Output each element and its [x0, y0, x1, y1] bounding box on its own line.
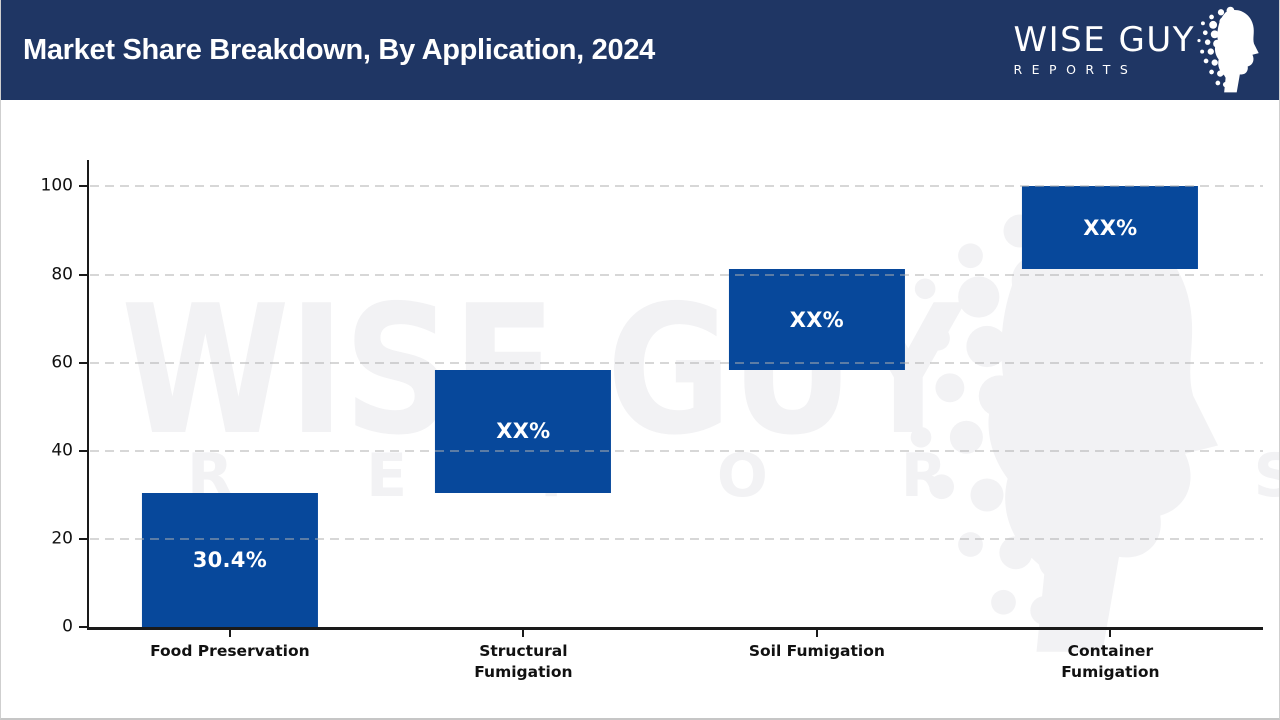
logo-tagline: REPORTS — [1013, 62, 1138, 77]
page-title: Market Share Breakdown, By Application, … — [23, 33, 655, 66]
y-tick-label: 0 — [62, 616, 73, 637]
bar-value-label: XX% — [1083, 215, 1138, 240]
y-tick — [79, 626, 87, 628]
bar-container-fumigation: XX% — [1022, 186, 1199, 270]
logo-wordmark: WISE GUY — [1013, 20, 1195, 60]
chart-canvas: WISE GUY R E P O R T S 0 20 40 60 80 100 30.4%… — [1, 100, 1279, 718]
gridline-80 — [90, 273, 1263, 276]
gridline-100 — [90, 185, 1263, 188]
y-axis-line — [87, 160, 89, 629]
y-tick-label: 100 — [40, 175, 73, 196]
category-label: Food Preservation — [150, 642, 310, 660]
category-label: Soil Fumigation — [748, 642, 885, 660]
bar-soil-fumigation: XX% — [728, 269, 905, 370]
bar-food-preservation: 30.4% — [141, 493, 318, 627]
bar-value-label: XX% — [789, 307, 845, 332]
x-tick — [1109, 629, 1112, 637]
y-tick-label: 40 — [51, 440, 73, 461]
dotted-head-icon — [1181, 6, 1261, 94]
y-tick — [79, 537, 87, 540]
bar-structural-fumigation: XX% — [435, 369, 612, 494]
bar-value-label: 30.4% — [192, 548, 268, 573]
x-axis-line — [87, 627, 1263, 630]
logo-text: WISE GUY REPORTS — [1013, 23, 1195, 77]
y-tick — [79, 361, 87, 364]
category-label: Container Fumigation — [1061, 642, 1160, 681]
y-tick — [79, 273, 87, 276]
bar-value-label: XX% — [496, 419, 551, 444]
y-tick-label: 80 — [51, 264, 73, 285]
gridline-20 — [90, 537, 1263, 540]
plot-area: 0 20 40 60 80 100 30.4% Food Preservation XX% Str… — [41, 160, 1263, 681]
x-tick — [522, 629, 525, 637]
y-tick-label: 20 — [51, 528, 73, 549]
header-bar: Market Share Breakdown, By Application, … — [1, 0, 1279, 100]
gridline-60 — [90, 361, 1263, 364]
category-label: Structural Fumigation — [474, 642, 573, 681]
x-tick — [815, 629, 818, 637]
wise-guy-logo: WISE GUY REPORTS — [1013, 6, 1261, 94]
gridline-40 — [90, 449, 1263, 452]
x-tick — [228, 629, 231, 637]
y-tick-label: 60 — [51, 352, 73, 373]
y-tick — [79, 185, 87, 188]
y-tick — [79, 449, 87, 452]
